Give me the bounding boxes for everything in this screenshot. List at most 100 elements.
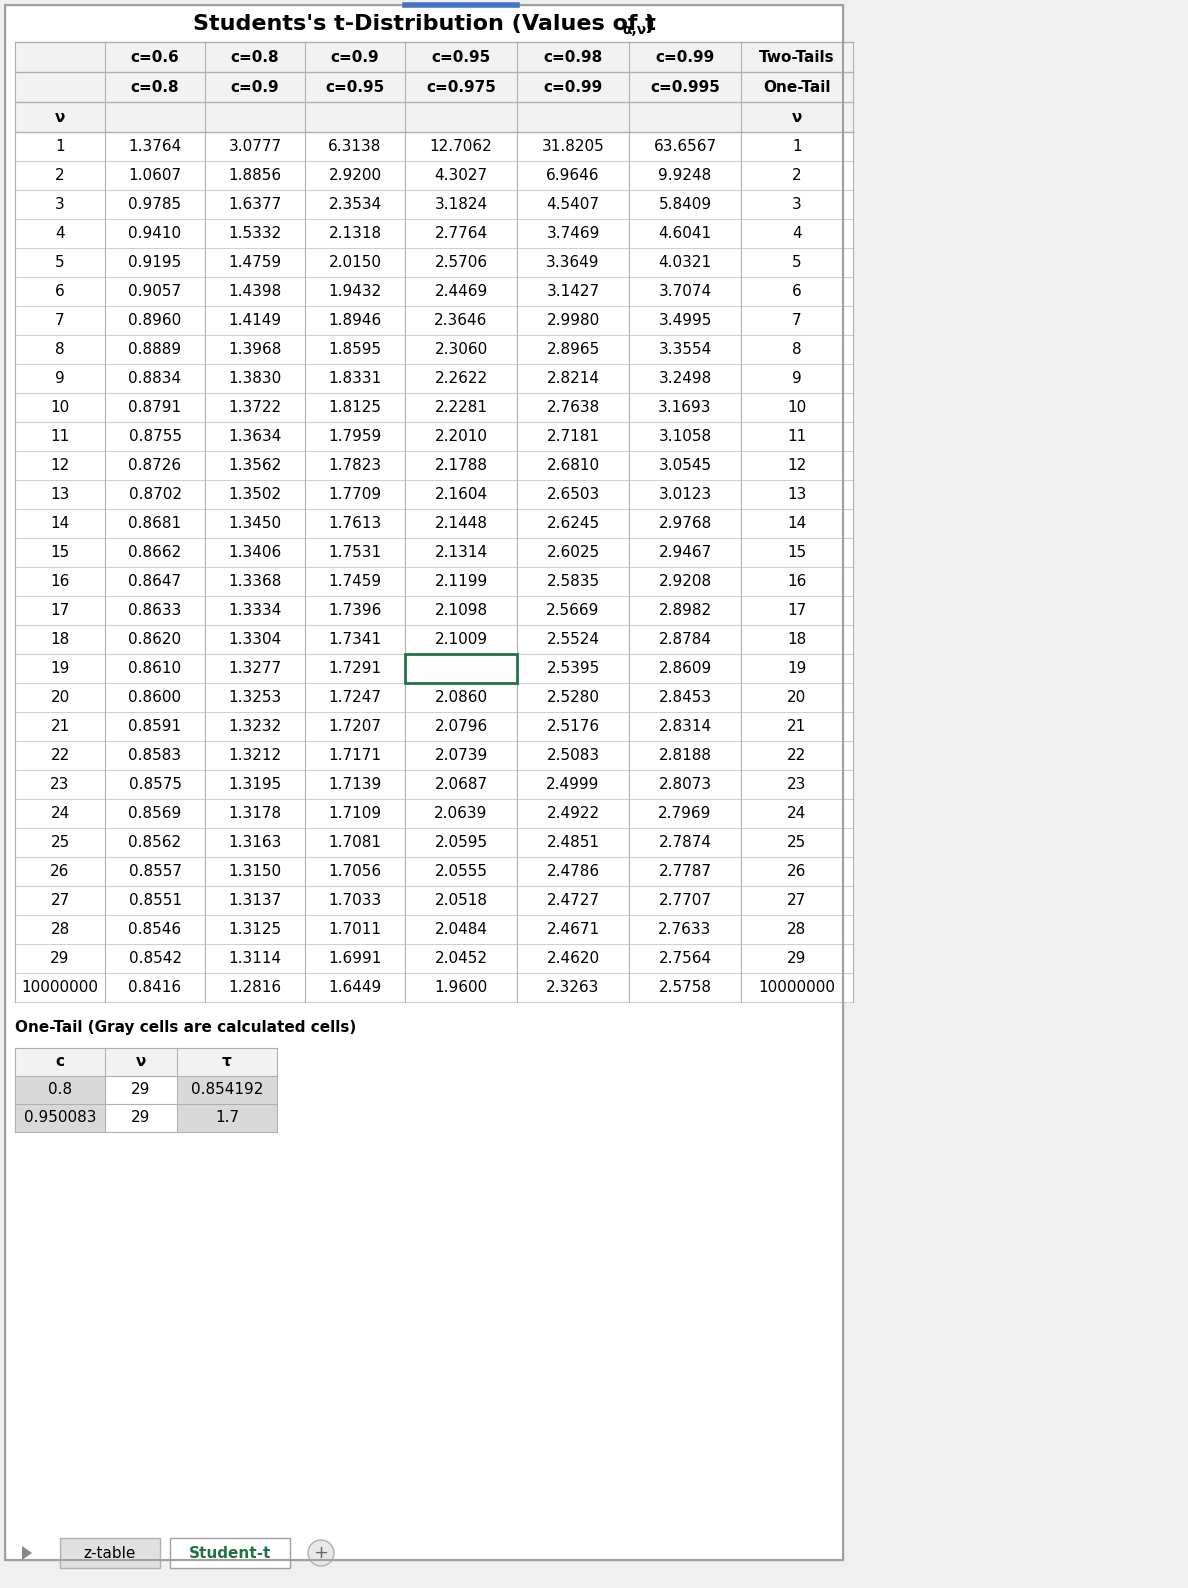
Bar: [741, 567, 853, 596]
Text: c=0.99: c=0.99: [656, 49, 715, 65]
Bar: [15, 654, 105, 683]
Text: 20: 20: [788, 691, 807, 705]
Bar: [405, 711, 517, 742]
Text: 2: 2: [55, 168, 65, 183]
Text: 22: 22: [788, 748, 807, 762]
Bar: [305, 422, 405, 451]
Circle shape: [308, 1540, 334, 1566]
Bar: [305, 276, 405, 306]
Text: 19: 19: [50, 661, 70, 676]
Bar: [517, 799, 628, 827]
Text: 16: 16: [50, 573, 70, 589]
Bar: [628, 799, 741, 827]
Bar: [15, 1077, 105, 1104]
Bar: [741, 219, 853, 248]
Text: 1.7247: 1.7247: [329, 691, 381, 705]
Bar: [105, 915, 206, 943]
Text: 1.7207: 1.7207: [329, 719, 381, 734]
Text: 1.9432: 1.9432: [328, 284, 381, 299]
Text: 2.6810: 2.6810: [546, 457, 600, 473]
Bar: [206, 943, 305, 973]
Text: 2.8188: 2.8188: [658, 748, 712, 762]
Bar: [206, 71, 305, 102]
Text: 1.8856: 1.8856: [228, 168, 282, 183]
Bar: [517, 392, 628, 422]
Bar: [517, 248, 628, 276]
Text: 2.0796: 2.0796: [435, 719, 487, 734]
Text: 3.0123: 3.0123: [658, 488, 712, 502]
Text: 1.9600: 1.9600: [435, 980, 487, 996]
Text: 2.5280: 2.5280: [546, 691, 600, 705]
Bar: [405, 364, 517, 392]
Bar: [15, 364, 105, 392]
Text: 26: 26: [50, 864, 70, 880]
Bar: [517, 626, 628, 654]
Text: 24: 24: [788, 807, 807, 821]
Text: 4.3027: 4.3027: [435, 168, 487, 183]
Bar: [628, 364, 741, 392]
Bar: [405, 683, 517, 711]
Text: 4: 4: [55, 225, 65, 241]
Bar: [405, 858, 517, 886]
Bar: [15, 596, 105, 626]
Text: 2.7638: 2.7638: [546, 400, 600, 414]
Text: 24: 24: [50, 807, 70, 821]
Text: 19: 19: [788, 661, 807, 676]
Bar: [105, 219, 206, 248]
Text: 6: 6: [792, 284, 802, 299]
Text: 1.3764: 1.3764: [128, 140, 182, 154]
Bar: [517, 480, 628, 510]
Text: 0.8569: 0.8569: [128, 807, 182, 821]
Bar: [105, 276, 206, 306]
Bar: [517, 858, 628, 886]
Text: 10: 10: [50, 400, 70, 414]
Text: 2.4671: 2.4671: [546, 923, 600, 937]
Bar: [15, 335, 105, 364]
Text: 9: 9: [55, 372, 65, 386]
Bar: [305, 102, 405, 132]
Text: 2.1448: 2.1448: [435, 516, 487, 530]
Bar: [305, 973, 405, 1002]
Text: 2.6025: 2.6025: [546, 545, 600, 561]
Bar: [206, 422, 305, 451]
Text: 0.9195: 0.9195: [128, 256, 182, 270]
Bar: [105, 335, 206, 364]
Text: 0.8575: 0.8575: [128, 777, 182, 792]
Bar: [628, 248, 741, 276]
Text: 3.1058: 3.1058: [658, 429, 712, 445]
Bar: [628, 538, 741, 567]
Bar: [105, 392, 206, 422]
Text: 20: 20: [50, 691, 70, 705]
Bar: [105, 827, 206, 858]
Bar: [206, 799, 305, 827]
Bar: [206, 858, 305, 886]
Text: 2.2622: 2.2622: [435, 372, 487, 386]
Text: 0.8791: 0.8791: [128, 400, 182, 414]
Text: 2.4620: 2.4620: [546, 951, 600, 966]
Text: 0.9410: 0.9410: [128, 225, 182, 241]
Text: 1.4149: 1.4149: [228, 313, 282, 329]
Text: 1.7011: 1.7011: [329, 923, 381, 937]
Bar: [206, 41, 305, 71]
Text: 18: 18: [788, 632, 807, 646]
Bar: [628, 973, 741, 1002]
Text: 1.3150: 1.3150: [228, 864, 282, 880]
Bar: [405, 276, 517, 306]
Text: 26: 26: [788, 864, 807, 880]
Bar: [305, 248, 405, 276]
Bar: [741, 742, 853, 770]
Text: 2.7874: 2.7874: [658, 835, 712, 850]
Text: 2.0687: 2.0687: [435, 777, 487, 792]
Bar: [741, 364, 853, 392]
Text: 1.7171: 1.7171: [329, 748, 381, 762]
Bar: [105, 480, 206, 510]
Text: ν: ν: [55, 110, 65, 124]
Bar: [628, 711, 741, 742]
Text: 2.8314: 2.8314: [658, 719, 712, 734]
Bar: [405, 451, 517, 480]
Text: 2.7707: 2.7707: [658, 892, 712, 908]
Bar: [15, 219, 105, 248]
Bar: [105, 422, 206, 451]
Bar: [305, 943, 405, 973]
Bar: [741, 858, 853, 886]
